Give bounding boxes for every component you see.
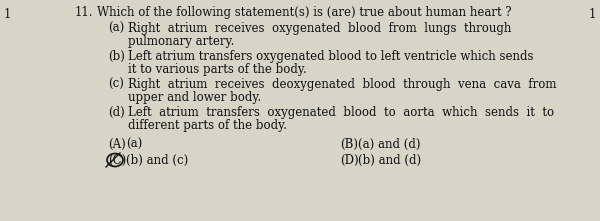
Text: different parts of the body.: different parts of the body. — [128, 119, 287, 132]
Text: 1: 1 — [589, 8, 596, 21]
Text: Right  atrium  receives  deoxygenated  blood  through  vena  cava  from: Right atrium receives deoxygenated blood… — [128, 78, 557, 91]
Text: Which of the following statement(s) is (are) true about human heart ?: Which of the following statement(s) is (… — [97, 6, 512, 19]
Text: (b) and (d): (b) and (d) — [358, 154, 421, 167]
Text: pulmonary artery.: pulmonary artery. — [128, 35, 235, 48]
Text: (d): (d) — [108, 106, 125, 119]
Text: (a): (a) — [126, 138, 142, 151]
Text: Left  atrium  transfers  oxygenated  blood  to  aorta  which  sends  it  to: Left atrium transfers oxygenated blood t… — [128, 106, 554, 119]
Text: upper and lower body.: upper and lower body. — [128, 91, 261, 104]
Text: 11.: 11. — [75, 6, 94, 19]
Text: Left atrium transfers oxygenated blood to left ventricle which sends: Left atrium transfers oxygenated blood t… — [128, 50, 533, 63]
Text: it to various parts of the body.: it to various parts of the body. — [128, 63, 307, 76]
Text: (a): (a) — [108, 22, 124, 35]
Text: (b) and (c): (b) and (c) — [126, 154, 188, 167]
Text: (a) and (d): (a) and (d) — [358, 138, 421, 151]
Text: (A): (A) — [108, 138, 126, 151]
Text: Right  atrium  receives  oxygenated  blood  from  lungs  through: Right atrium receives oxygenated blood f… — [128, 22, 511, 35]
Text: (c): (c) — [108, 78, 124, 91]
Text: (C): (C) — [108, 154, 126, 167]
Text: 1: 1 — [4, 8, 11, 21]
Text: (b): (b) — [108, 50, 125, 63]
Text: (D): (D) — [340, 154, 359, 167]
Text: (B): (B) — [340, 138, 358, 151]
